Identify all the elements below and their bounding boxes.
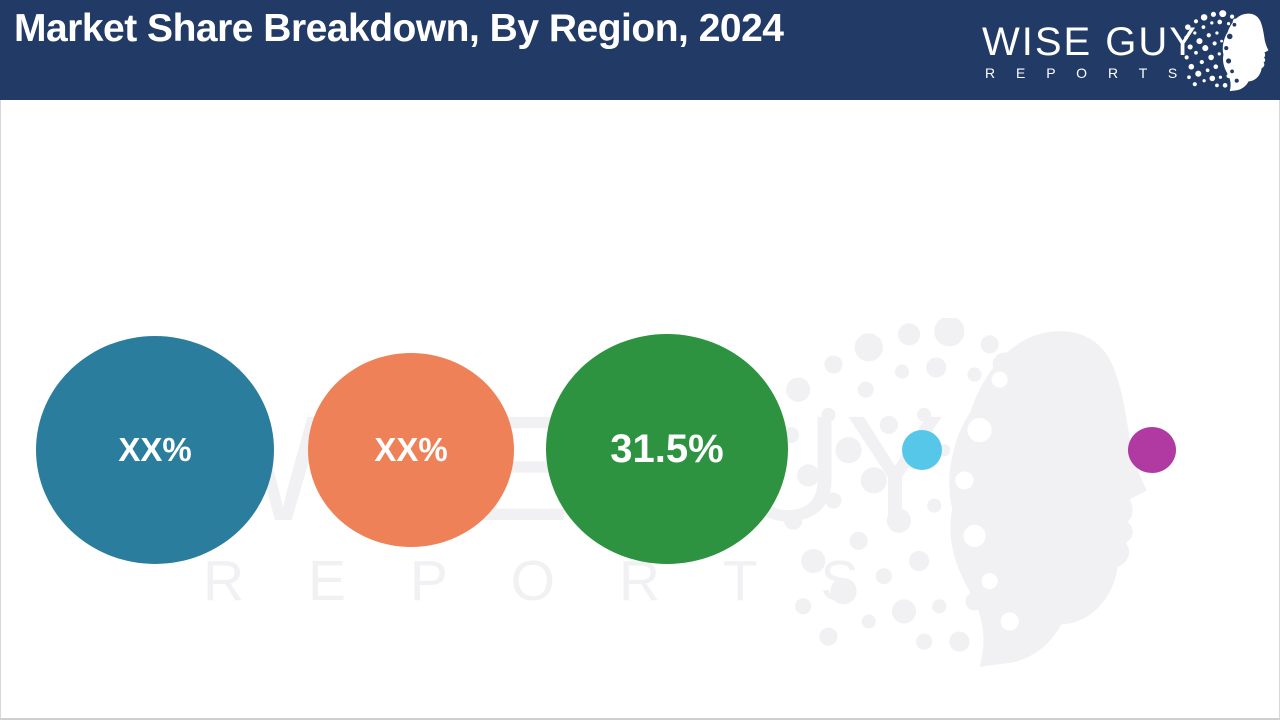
bubble-value-apac: 31.5% xyxy=(610,426,724,471)
watermark-reports: R E P O R T S xyxy=(203,549,883,613)
brand-logo: WISE GUY R E P O R T S xyxy=(982,6,1274,96)
title-bar: Market Share Breakdown, By Region, 2024 … xyxy=(0,0,1280,100)
brand-name: WISE GUY xyxy=(981,19,1198,64)
brand-wordmark: WISE GUY R E P O R T S xyxy=(982,22,1198,81)
watermark-head-icon xyxy=(783,318,1147,667)
bubble-europe: XX% xyxy=(308,353,514,547)
bubble-north-america: XX% xyxy=(36,336,274,564)
page-title: Market Share Breakdown, By Region, 2024 xyxy=(14,7,784,50)
bubble-value-north-america: XX% xyxy=(118,431,192,468)
bubble-mea xyxy=(1128,427,1176,473)
bubble-value-europe: XX% xyxy=(374,431,448,468)
brand-subtitle: R E P O R T S xyxy=(984,64,1186,81)
bubble-south-america xyxy=(902,430,942,470)
chart-area: WISE GUY R E P O R T S XX%XX%31.5% North… xyxy=(0,100,1280,720)
bubble-apac: 31.5% xyxy=(546,334,788,564)
